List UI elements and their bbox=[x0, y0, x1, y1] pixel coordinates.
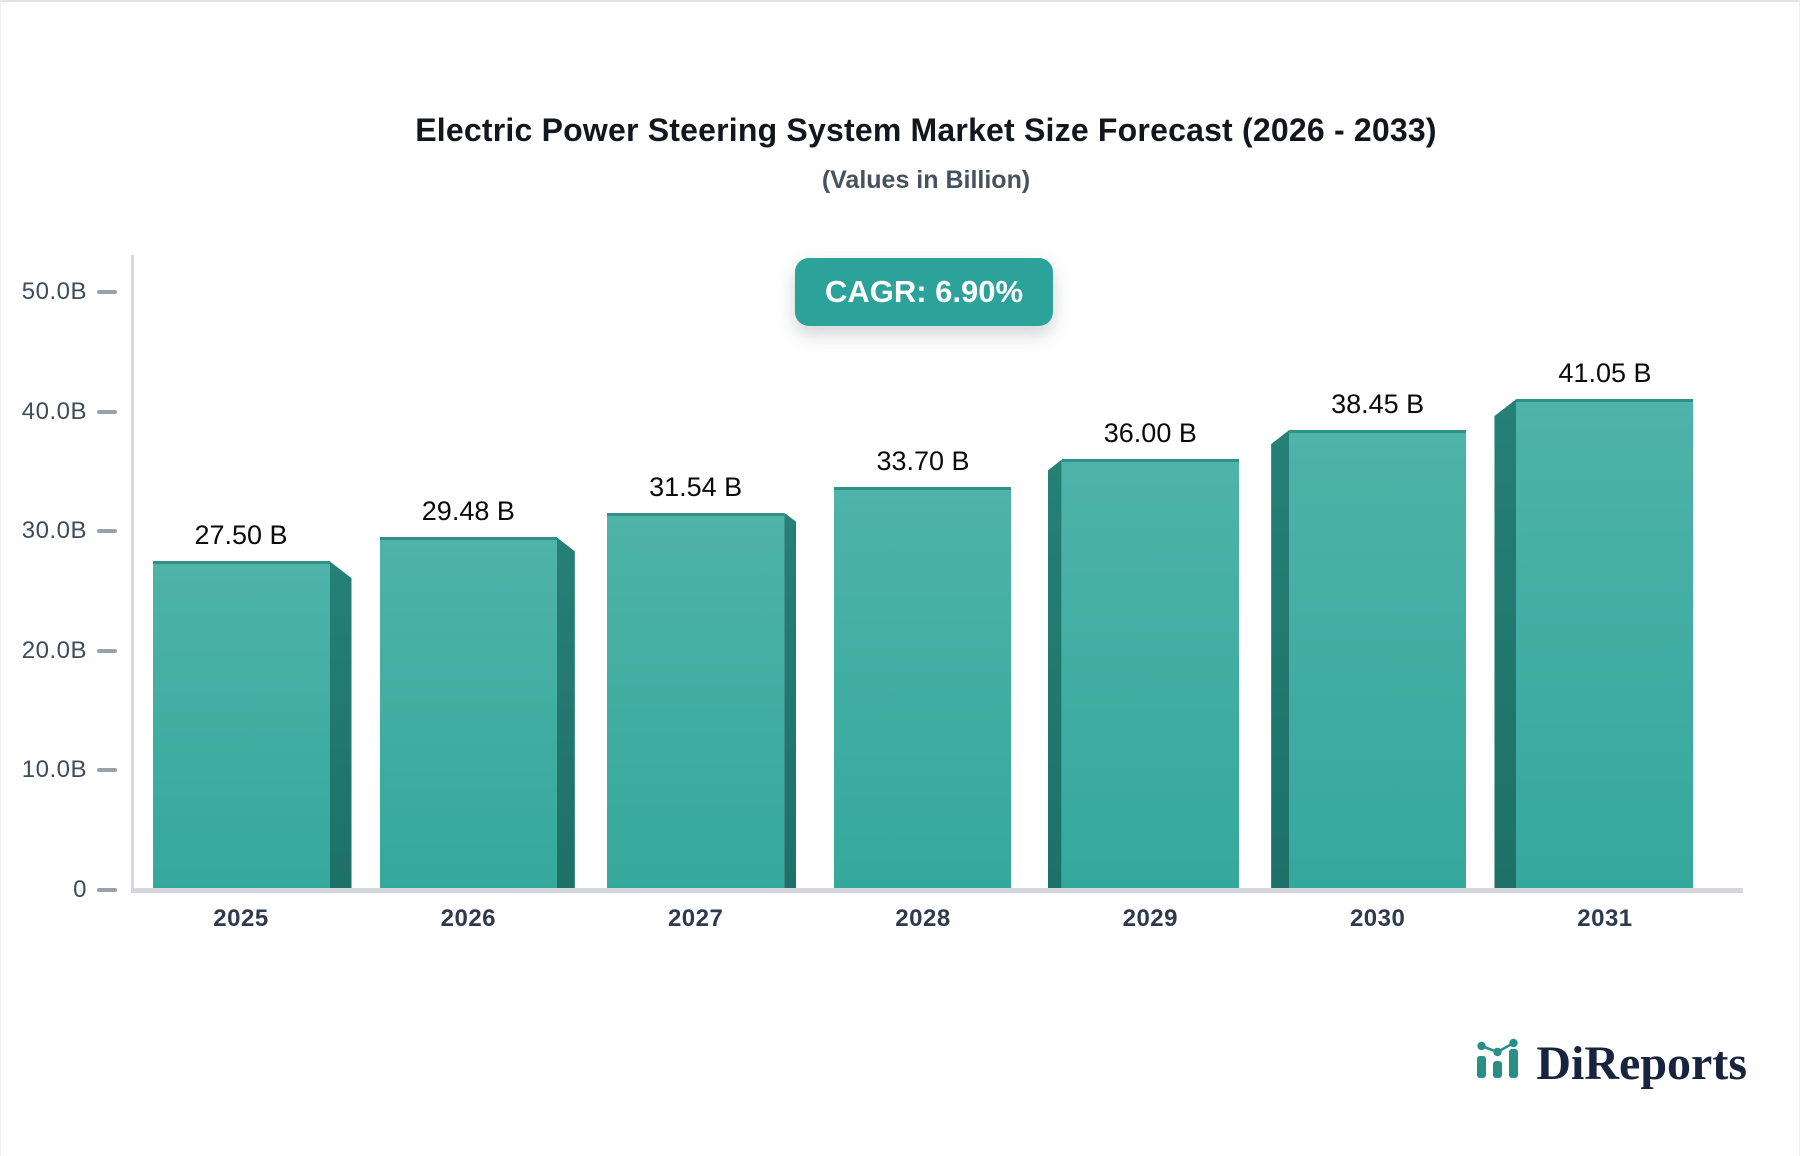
bar-2026 bbox=[379, 537, 557, 888]
bar-side-face bbox=[556, 537, 575, 888]
chart-title: Electric Power Steering System Market Si… bbox=[415, 112, 1437, 148]
bar-side-face bbox=[784, 512, 797, 888]
bar-value-label: 38.45 B bbox=[1331, 389, 1425, 420]
bar-2028 bbox=[834, 486, 1012, 888]
x-axis-line bbox=[131, 888, 1743, 893]
x-tick-label: 2027 bbox=[667, 905, 724, 932]
y-tick bbox=[97, 290, 117, 294]
bar-value-label: 33.70 B bbox=[876, 445, 970, 476]
cagr-badge: CAGR: 6.90% bbox=[794, 258, 1054, 326]
y-tick-label: 20.0B bbox=[21, 636, 87, 664]
y-tick-label: 40.0B bbox=[21, 397, 87, 425]
mini-bar-chart-icon bbox=[1477, 1038, 1519, 1078]
x-tick-label: 2025 bbox=[213, 905, 269, 932]
bar-value-label: 41.05 B bbox=[1558, 358, 1652, 389]
bar-2027 bbox=[607, 512, 785, 888]
y-tick bbox=[97, 529, 117, 534]
bar-side-face bbox=[1271, 430, 1290, 888]
y-tick bbox=[97, 409, 117, 414]
y-axis-line bbox=[131, 255, 134, 892]
bar-2030 bbox=[1289, 430, 1467, 888]
chart-subtitle: (Values in Billion) bbox=[821, 166, 1031, 194]
x-tick-label: 2029 bbox=[1122, 905, 1178, 932]
bar-value-label: 31.54 B bbox=[649, 471, 743, 502]
y-tick bbox=[97, 648, 117, 653]
y-tick bbox=[97, 888, 117, 892]
bar-value-label: 27.50 B bbox=[194, 520, 288, 551]
logo-text: DiReports bbox=[1536, 1037, 1747, 1090]
bar-side-face bbox=[329, 561, 352, 888]
direports-logo: DiReports bbox=[1474, 1038, 1747, 1090]
y-tick-label: 50.0B bbox=[21, 278, 87, 305]
bar-side-face bbox=[1047, 459, 1062, 888]
x-tick-label: 2026 bbox=[440, 905, 497, 932]
x-tick-label: 2030 bbox=[1349, 905, 1406, 932]
y-tick-label: 0 bbox=[73, 876, 87, 903]
bar-2029 bbox=[1061, 459, 1239, 888]
x-tick-label: 2031 bbox=[1577, 905, 1633, 932]
bar-side-face bbox=[1494, 399, 1517, 888]
bar-value-label: 29.48 B bbox=[421, 496, 515, 527]
bar-2025 bbox=[152, 561, 330, 888]
y-tick-label: 30.0B bbox=[21, 517, 87, 545]
bar-value-label: 36.00 B bbox=[1103, 418, 1197, 449]
y-tick bbox=[97, 768, 117, 773]
bar-2031 bbox=[1516, 399, 1694, 888]
x-tick-label: 2028 bbox=[895, 905, 951, 932]
y-tick-label: 10.0B bbox=[21, 756, 87, 784]
